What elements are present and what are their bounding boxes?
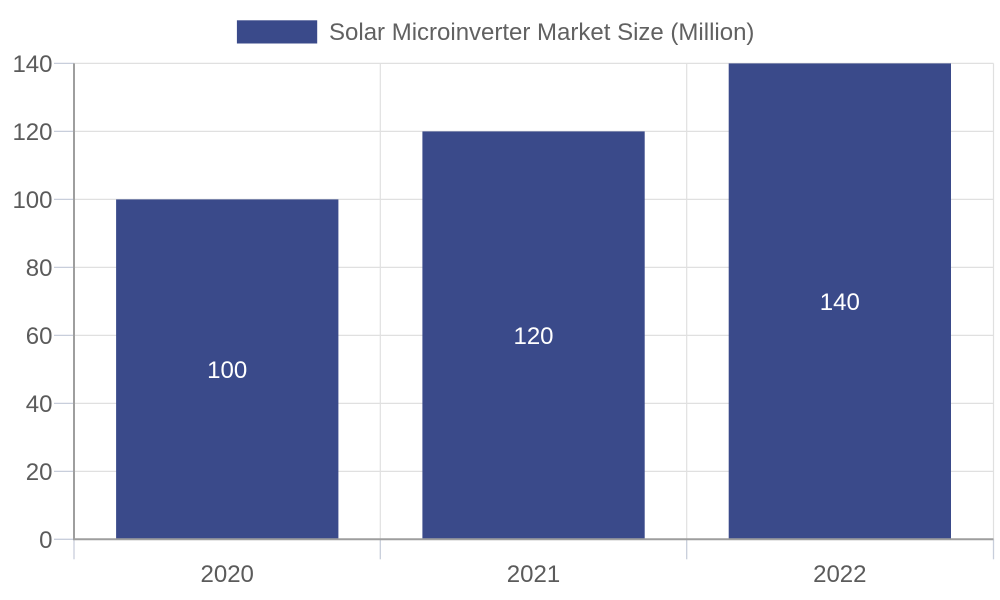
svg-text:0: 0 xyxy=(39,527,52,554)
svg-text:20: 20 xyxy=(26,459,53,486)
svg-text:120: 120 xyxy=(513,323,553,350)
svg-text:2021: 2021 xyxy=(507,561,560,588)
svg-text:2020: 2020 xyxy=(201,561,254,588)
svg-text:40: 40 xyxy=(26,391,53,418)
svg-text:140: 140 xyxy=(820,289,860,316)
svg-text:60: 60 xyxy=(26,323,53,350)
svg-text:2022: 2022 xyxy=(813,561,866,588)
svg-text:140: 140 xyxy=(12,51,52,78)
svg-text:120: 120 xyxy=(12,119,52,146)
svg-text:100: 100 xyxy=(12,187,52,214)
svg-text:100: 100 xyxy=(207,357,247,384)
svg-text:Solar Microinverter Market Siz: Solar Microinverter Market Size (Million… xyxy=(329,19,754,46)
svg-text:80: 80 xyxy=(26,255,53,282)
